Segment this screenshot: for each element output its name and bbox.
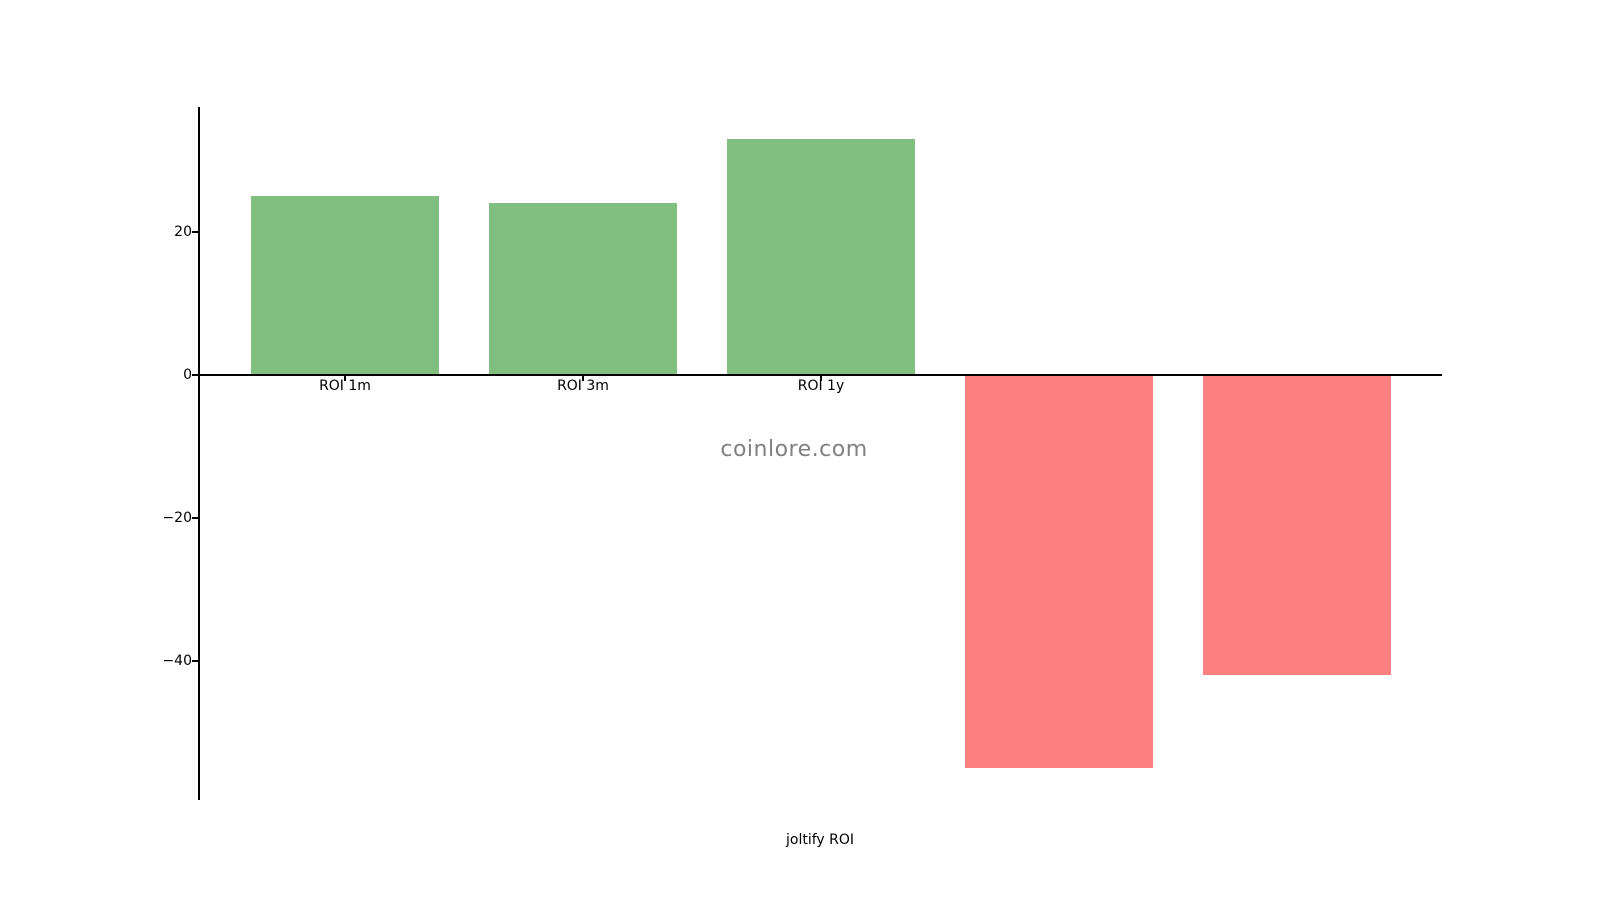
y-tick-mark (192, 660, 198, 662)
y-axis-spine (198, 107, 200, 800)
y-tick-label: −20 (162, 510, 192, 526)
bar-roi-1y (727, 139, 915, 375)
x-tick-label: ROI 3m (557, 378, 609, 394)
bar-roi-3m (489, 203, 677, 375)
y-tick-mark (192, 517, 198, 519)
bar-neg-3 (965, 375, 1153, 769)
y-tick-label: 0 (183, 367, 192, 383)
x-tick-label: ROI 1m (319, 378, 371, 394)
x-tick-mark (582, 375, 584, 381)
y-tick-label: 20 (174, 224, 192, 240)
watermark-text: coinlore.com (720, 437, 868, 462)
y-tick-mark (192, 231, 198, 233)
bar-roi-1m (251, 196, 439, 375)
y-tick-label: −40 (162, 653, 192, 669)
y-tick-mark (192, 374, 198, 376)
x-tick-label: ROI 1y (797, 378, 845, 394)
x-tick-mark (820, 375, 822, 381)
bar-neg-4 (1203, 375, 1391, 676)
x-tick-mark (344, 375, 346, 381)
x-axis-title: joltify ROI (785, 832, 855, 848)
